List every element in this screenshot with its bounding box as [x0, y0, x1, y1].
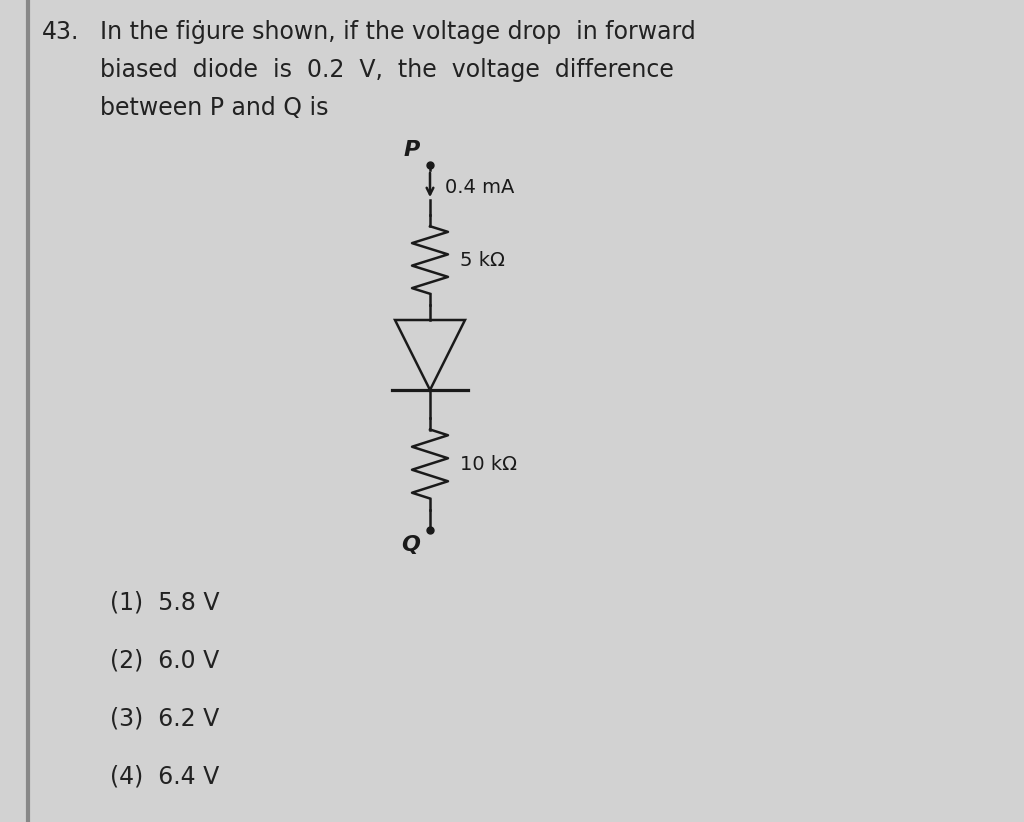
Text: 10 kΩ: 10 kΩ	[460, 455, 517, 473]
Text: (1)  5.8 V: (1) 5.8 V	[110, 590, 219, 614]
Text: biased  diode  is  0.2  V,  the  voltage  difference: biased diode is 0.2 V, the voltage diffe…	[100, 58, 674, 82]
Text: 0.4 mA: 0.4 mA	[445, 178, 514, 197]
Text: 43.: 43.	[42, 20, 80, 44]
Text: between P and Q is: between P and Q is	[100, 96, 329, 120]
Text: (2)  6.0 V: (2) 6.0 V	[110, 648, 219, 672]
Text: (3)  6.2 V: (3) 6.2 V	[110, 706, 219, 730]
Text: 5 kΩ: 5 kΩ	[460, 251, 505, 270]
Text: Q: Q	[401, 535, 420, 555]
Text: (4)  6.4 V: (4) 6.4 V	[110, 764, 219, 788]
Text: In the fiġure shown, if the voltage drop  in forward: In the fiġure shown, if the voltage dro…	[100, 20, 695, 44]
Text: P: P	[403, 140, 420, 160]
